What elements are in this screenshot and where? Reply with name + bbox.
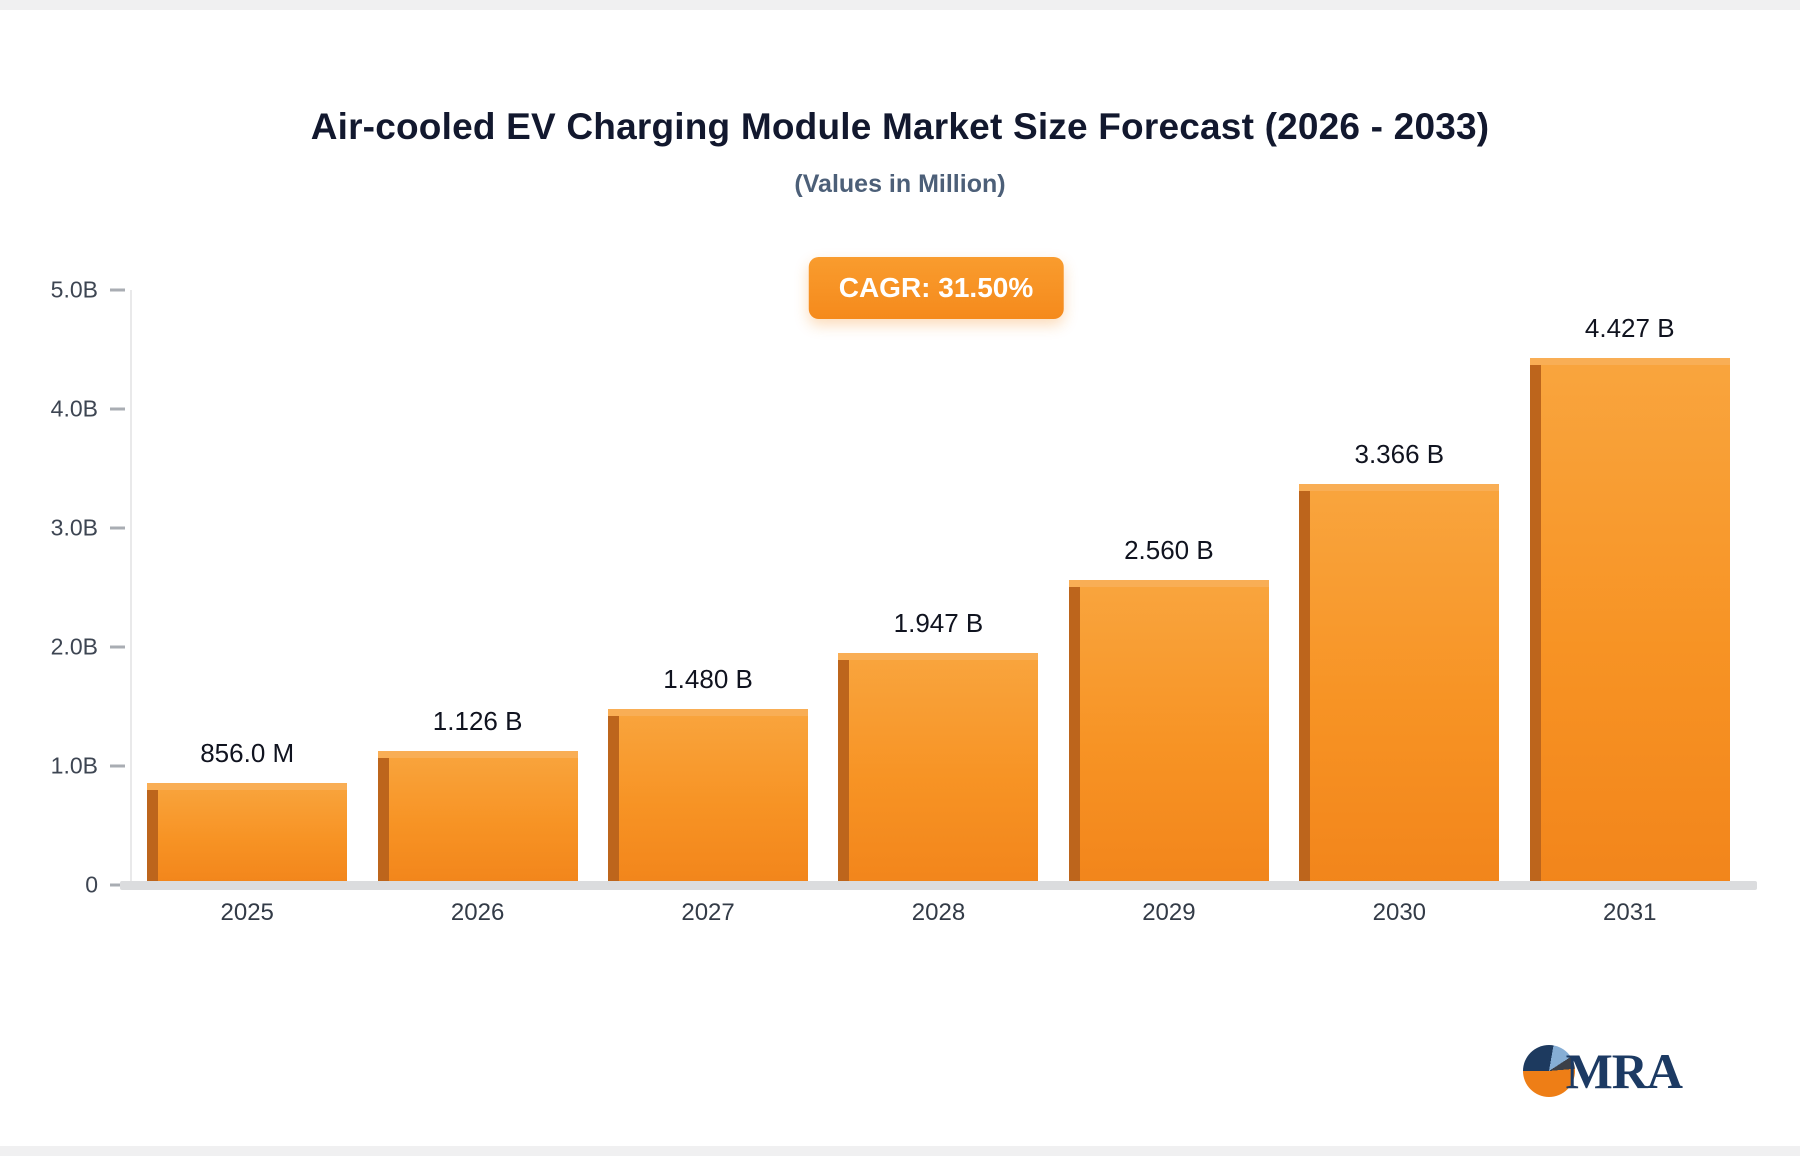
logo-pie-icon <box>1522 1045 1575 1097</box>
bar-group-2030: 3.366 B 2030 <box>1284 290 1514 926</box>
bar <box>1068 580 1269 885</box>
bar-group-2031: 4.427 B 2031 <box>1515 290 1745 926</box>
x-axis-baseline <box>120 881 1757 890</box>
bar-top-face <box>1068 580 1269 588</box>
bar-value-label: 4.427 B <box>1584 313 1675 344</box>
chart-title: Air-cooled EV Charging Module Market Siz… <box>310 106 1490 147</box>
y-tick-label: 2.0B <box>50 633 98 660</box>
bar-top-face <box>377 751 578 759</box>
bar-group-2026: 1.126 B 2026 <box>362 290 592 926</box>
bottom-edge-strip <box>0 1146 1800 1156</box>
bar <box>838 653 1039 885</box>
bar-top-face <box>608 708 809 716</box>
bar-slots: 856.0 M 2025 1.126 B 2026 1.480 B 2027 1.947 B… <box>132 290 1745 926</box>
bar-top-face <box>838 653 1039 661</box>
bar <box>608 708 809 885</box>
logo-text: MRA <box>1565 1043 1683 1099</box>
y-tick-mark <box>110 645 125 649</box>
cagr-badge: CAGR: 31.50% <box>808 257 1064 319</box>
x-axis-label: 2031 <box>1603 899 1657 926</box>
x-axis-label: 2026 <box>450 899 505 926</box>
x-axis-label: 2025 <box>220 899 274 926</box>
y-tick-mark <box>110 883 125 887</box>
y-tick-mark <box>110 764 125 768</box>
bar-value-label: 2.560 B <box>1124 535 1214 566</box>
bar-value-label: 1.126 B <box>432 706 523 737</box>
x-axis-label: 2030 <box>1372 899 1427 926</box>
bar-side-face <box>608 715 620 885</box>
bar-top-face <box>1529 358 1730 366</box>
bar-side-face <box>1529 365 1541 885</box>
bar <box>1299 484 1500 885</box>
bar <box>1529 358 1730 885</box>
x-axis-label: 2028 <box>911 899 966 926</box>
chart-subtitle: (Values in Million) <box>794 170 1006 198</box>
mra-logo: MRA <box>1522 1042 1683 1100</box>
bar <box>377 751 578 885</box>
y-tick-label: 1.0B <box>50 752 98 779</box>
bar-value-label: 3.366 B <box>1354 439 1445 470</box>
y-tick-mark <box>110 288 125 292</box>
x-axis-label: 2027 <box>681 899 735 926</box>
bar-value-label: 1.947 B <box>893 608 984 639</box>
y-tick-mark <box>110 407 125 411</box>
bar-group-2027: 1.480 B 2027 <box>593 290 823 926</box>
bar-side-face <box>838 660 850 885</box>
bar-chart: 0 1.0B 2.0B 3.0B 4.0B 5.0B 856.0 M 2025 1.126 B… <box>0 277 1800 926</box>
bar-top-face <box>147 783 348 791</box>
x-axis-label: 2029 <box>1142 899 1196 926</box>
bar-side-face <box>377 758 389 885</box>
plot-area: 856.0 M 2025 1.126 B 2026 1.480 B 2027 1.947 B… <box>120 290 1757 926</box>
bar-value-label: 1.480 B <box>663 663 753 694</box>
bar-side-face <box>147 790 159 885</box>
bar-value-label: 856.0 M <box>200 738 295 769</box>
y-axis: 0 1.0B 2.0B 3.0B 4.0B 5.0B <box>0 277 1800 898</box>
y-tick-label: 0 <box>85 871 98 898</box>
bar-top-face <box>1299 484 1500 492</box>
bar-group-2025: 856.0 M 2025 <box>132 290 362 926</box>
y-tick-label: 4.0B <box>50 395 98 422</box>
y-axis-line <box>130 290 132 885</box>
bar-group-2029: 2.560 B 2029 <box>1054 290 1284 926</box>
y-tick-label: 3.0B <box>50 514 98 541</box>
bar-side-face <box>1068 587 1080 885</box>
bar-group-2028: 1.947 B 2028 <box>823 290 1053 926</box>
bar <box>147 783 348 885</box>
bar-side-face <box>1299 491 1311 885</box>
y-tick-label: 5.0B <box>50 276 98 303</box>
y-tick-mark <box>110 526 125 530</box>
top-edge-strip <box>0 0 1800 10</box>
